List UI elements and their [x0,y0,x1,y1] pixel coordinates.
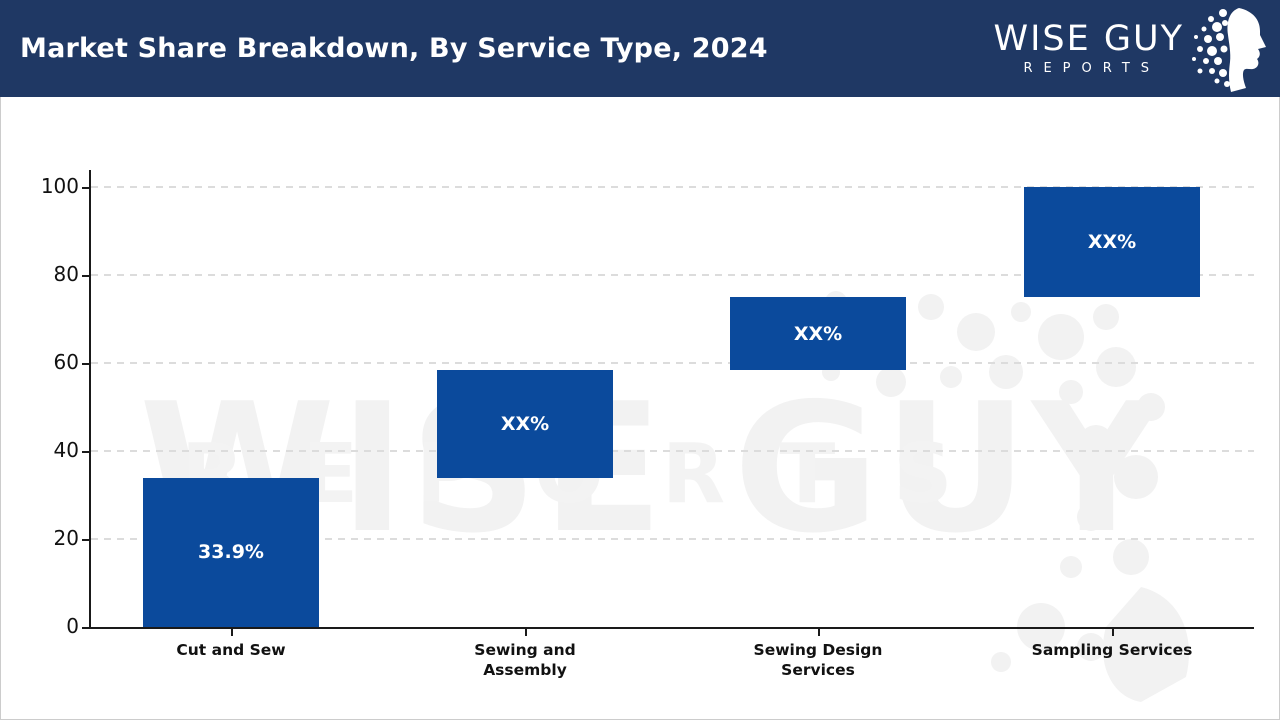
gridline [91,186,1254,188]
waterfall-bar [1024,187,1200,297]
x-tick-mark [818,629,820,636]
y-tick-mark [82,187,89,189]
gridline [91,362,1254,364]
y-axis-line [89,170,91,629]
y-tick-mark [82,363,89,365]
header-bar: Market Share Breakdown, By Service Type,… [0,0,1280,97]
logo-wordmark: WISE GUY [993,18,1184,59]
y-tick-label: 40 [53,438,79,463]
logo-subtitle: REPORTS [1023,60,1161,76]
y-tick-mark [82,275,89,277]
x-category-label: Cut and Sew [176,641,286,659]
y-tick-label: 80 [53,262,79,287]
y-tick-mark [82,627,89,629]
bar-value-label: XX% [793,322,843,345]
y-tick-label: 100 [40,174,79,199]
gridline [91,274,1254,276]
bar-value-label: XX% [1087,231,1137,253]
gridline [91,538,1254,540]
y-tick-mark [82,451,89,453]
wise-guy-reports-logo: WISE GUY REPORTS [993,6,1266,92]
y-tick-label: 20 [53,526,79,551]
plot-area: 0 20 40 60 80 100 33.9% Cut and Sew XX% Sewing an… [1,97,1279,719]
y-tick-label: 0 [66,614,79,639]
bar-value-label: 33.9% [198,541,264,564]
x-category-label: Sampling Services [1031,641,1193,659]
page-title: Market Share Breakdown, By Service Type,… [20,33,768,64]
x-tick-mark [231,629,233,636]
bar-value-label: XX% [500,412,550,435]
watermark-dots-icon [775,291,1189,702]
logo-head-icon [1192,7,1266,92]
x-category-label: Sewing Design Services [753,641,883,680]
y-tick-mark [82,539,89,541]
gridline [91,450,1254,452]
x-axis-line [89,627,1254,629]
waterfall-bar [730,297,906,371]
x-category-label: Sewing and Assembly [474,641,576,680]
x-tick-mark [525,629,527,636]
x-tick-mark [1112,629,1114,636]
y-tick-label: 60 [53,350,79,375]
chart-canvas: WISE GUY REPORTS [0,97,1280,720]
waterfall-bar [143,477,319,627]
logo-text: WISE GUY REPORTS [993,18,1184,76]
waterfall-bar [437,370,613,478]
